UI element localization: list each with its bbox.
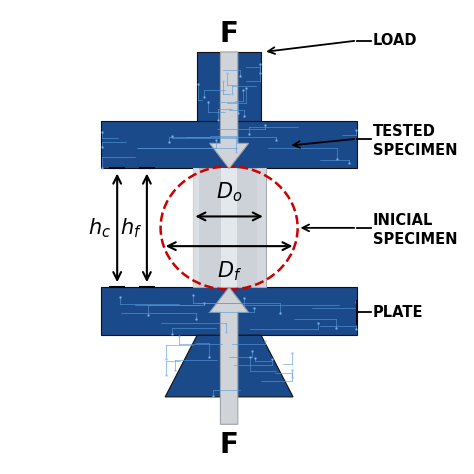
FancyArrow shape [210, 287, 248, 424]
Bar [197, 52, 261, 120]
Text: TESTED
SPECIMEN: TESTED SPECIMEN [373, 124, 457, 158]
Bar [197, 52, 261, 120]
FancyBboxPatch shape [192, 168, 265, 287]
Text: F: F [219, 431, 238, 459]
Text: $D_o$: $D_o$ [216, 180, 242, 204]
FancyArrow shape [210, 52, 248, 168]
Bar [165, 335, 293, 397]
Bar [101, 120, 357, 168]
Bar [256, 168, 265, 287]
Text: F: F [219, 20, 238, 48]
Polygon shape [165, 335, 293, 397]
Text: INICIAL
SPECIMEN: INICIAL SPECIMEN [373, 213, 457, 247]
Bar [101, 287, 357, 335]
Text: $h_f$: $h_f$ [120, 216, 142, 240]
Bar [101, 120, 357, 168]
Text: LOAD: LOAD [373, 33, 418, 48]
Bar [101, 287, 357, 335]
Text: $h_c$: $h_c$ [88, 216, 111, 240]
Text: $D_f$: $D_f$ [217, 259, 242, 283]
Bar [101, 120, 357, 168]
Text: PLATE: PLATE [373, 305, 423, 320]
Bar [221, 168, 237, 287]
Bar [197, 52, 261, 120]
Bar [101, 287, 357, 335]
Bar [192, 168, 200, 287]
